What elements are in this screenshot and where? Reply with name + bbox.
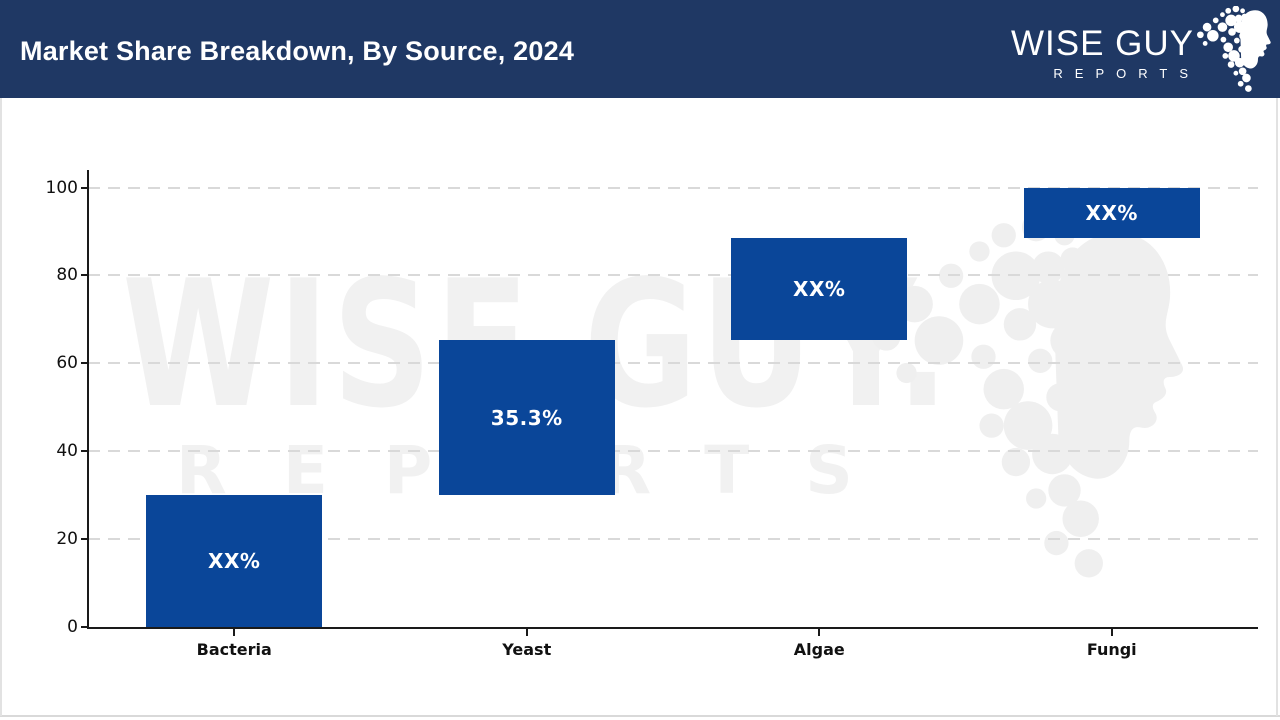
y-tick-mark [81,450,88,453]
logo-brand-text: WISE GUY [1010,24,1194,63]
bar-bacteria: XX% [146,495,323,627]
y-axis-line [87,170,89,629]
window-bottom-border [0,715,1280,717]
bar-value-label: XX% [208,549,261,574]
logo-tagline-text: REPORTS [1053,66,1200,81]
y-tick-label: 0 [67,617,78,637]
bar-value-label: 35.3% [490,405,563,430]
window-right-border [1276,98,1278,716]
page-title: Market Share Breakdown, By Source, 2024 [20,36,575,66]
x-tick-mark [818,629,821,636]
x-category-label: Yeast [502,640,552,659]
bar-algae: XX% [731,237,908,341]
bar-value-label: XX% [1085,200,1138,225]
y-tick-label: 100 [45,177,78,198]
y-tick-label: 80 [56,265,78,286]
wise-guy-logo: WISE GUY REPORTS [1011,0,1272,98]
x-axis-line [87,627,1258,629]
gridline-60 [88,362,1258,365]
gridline-40 [88,450,1258,453]
bar-fungi: XX% [1023,187,1200,238]
y-tick-mark [81,626,88,628]
y-tick-mark [81,274,88,277]
gridline-100 [88,186,1258,189]
x-category-label: Fungi [1086,640,1137,659]
x-category-label: Algae [793,640,845,659]
y-tick-mark [81,186,88,189]
x-tick-mark [233,629,236,636]
window-left-border [0,98,2,716]
bar-yeast: 35.3% [438,340,615,496]
gridline-20 [88,538,1258,541]
x-category-label: Bacteria [196,640,272,659]
header-bar: Market Share Breakdown, By Source, 2024 … [0,0,1280,98]
x-tick-mark [525,629,528,636]
bar-value-label: XX% [793,276,846,301]
y-tick-label: 20 [56,529,78,550]
gridline-80 [88,274,1258,277]
y-tick-mark [81,538,88,541]
x-tick-mark [1110,629,1113,636]
y-tick-label: 60 [56,353,78,374]
y-tick-label: 40 [56,441,78,462]
y-tick-mark [81,362,88,365]
dotted-face-logo-icon [1194,6,1272,98]
